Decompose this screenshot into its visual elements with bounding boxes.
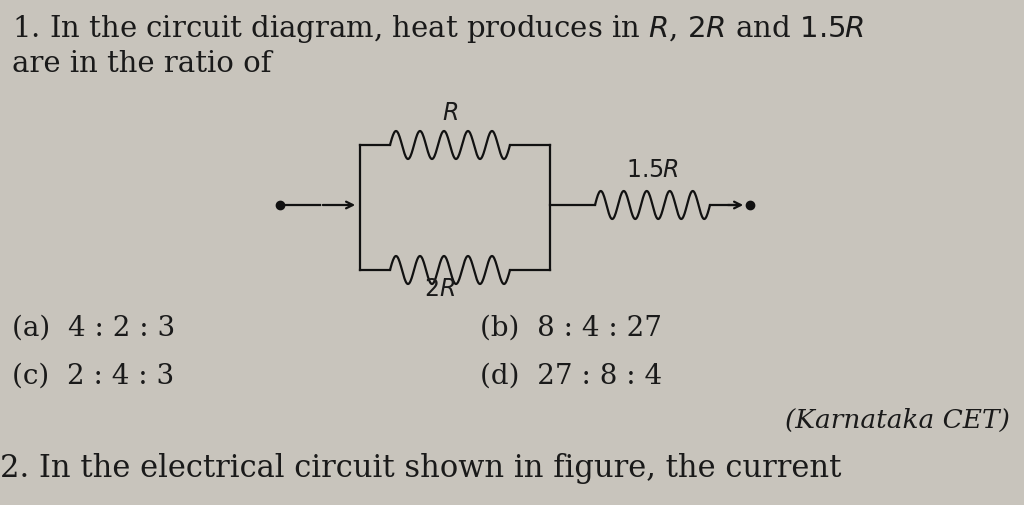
Text: (c)  2 : 4 : 3: (c) 2 : 4 : 3: [12, 363, 174, 390]
Text: 2. In the electrical circuit shown in figure, the current: 2. In the electrical circuit shown in fi…: [0, 453, 842, 484]
Text: $R$: $R$: [442, 102, 458, 125]
Text: $2R$: $2R$: [424, 278, 456, 301]
Text: (d)  27 : 8 : 4: (d) 27 : 8 : 4: [480, 363, 663, 390]
Text: $1.5R$: $1.5R$: [626, 159, 679, 182]
Text: (a)  4 : 2 : 3: (a) 4 : 2 : 3: [12, 315, 175, 342]
Text: 1. In the circuit diagram, heat produces in $R$, $2R$ and $1.5R$: 1. In the circuit diagram, heat produces…: [12, 13, 864, 45]
Text: are in the ratio of: are in the ratio of: [12, 50, 271, 78]
Text: (b)  8 : 4 : 27: (b) 8 : 4 : 27: [480, 315, 662, 342]
Text: (Karnataka CET): (Karnataka CET): [785, 408, 1010, 433]
